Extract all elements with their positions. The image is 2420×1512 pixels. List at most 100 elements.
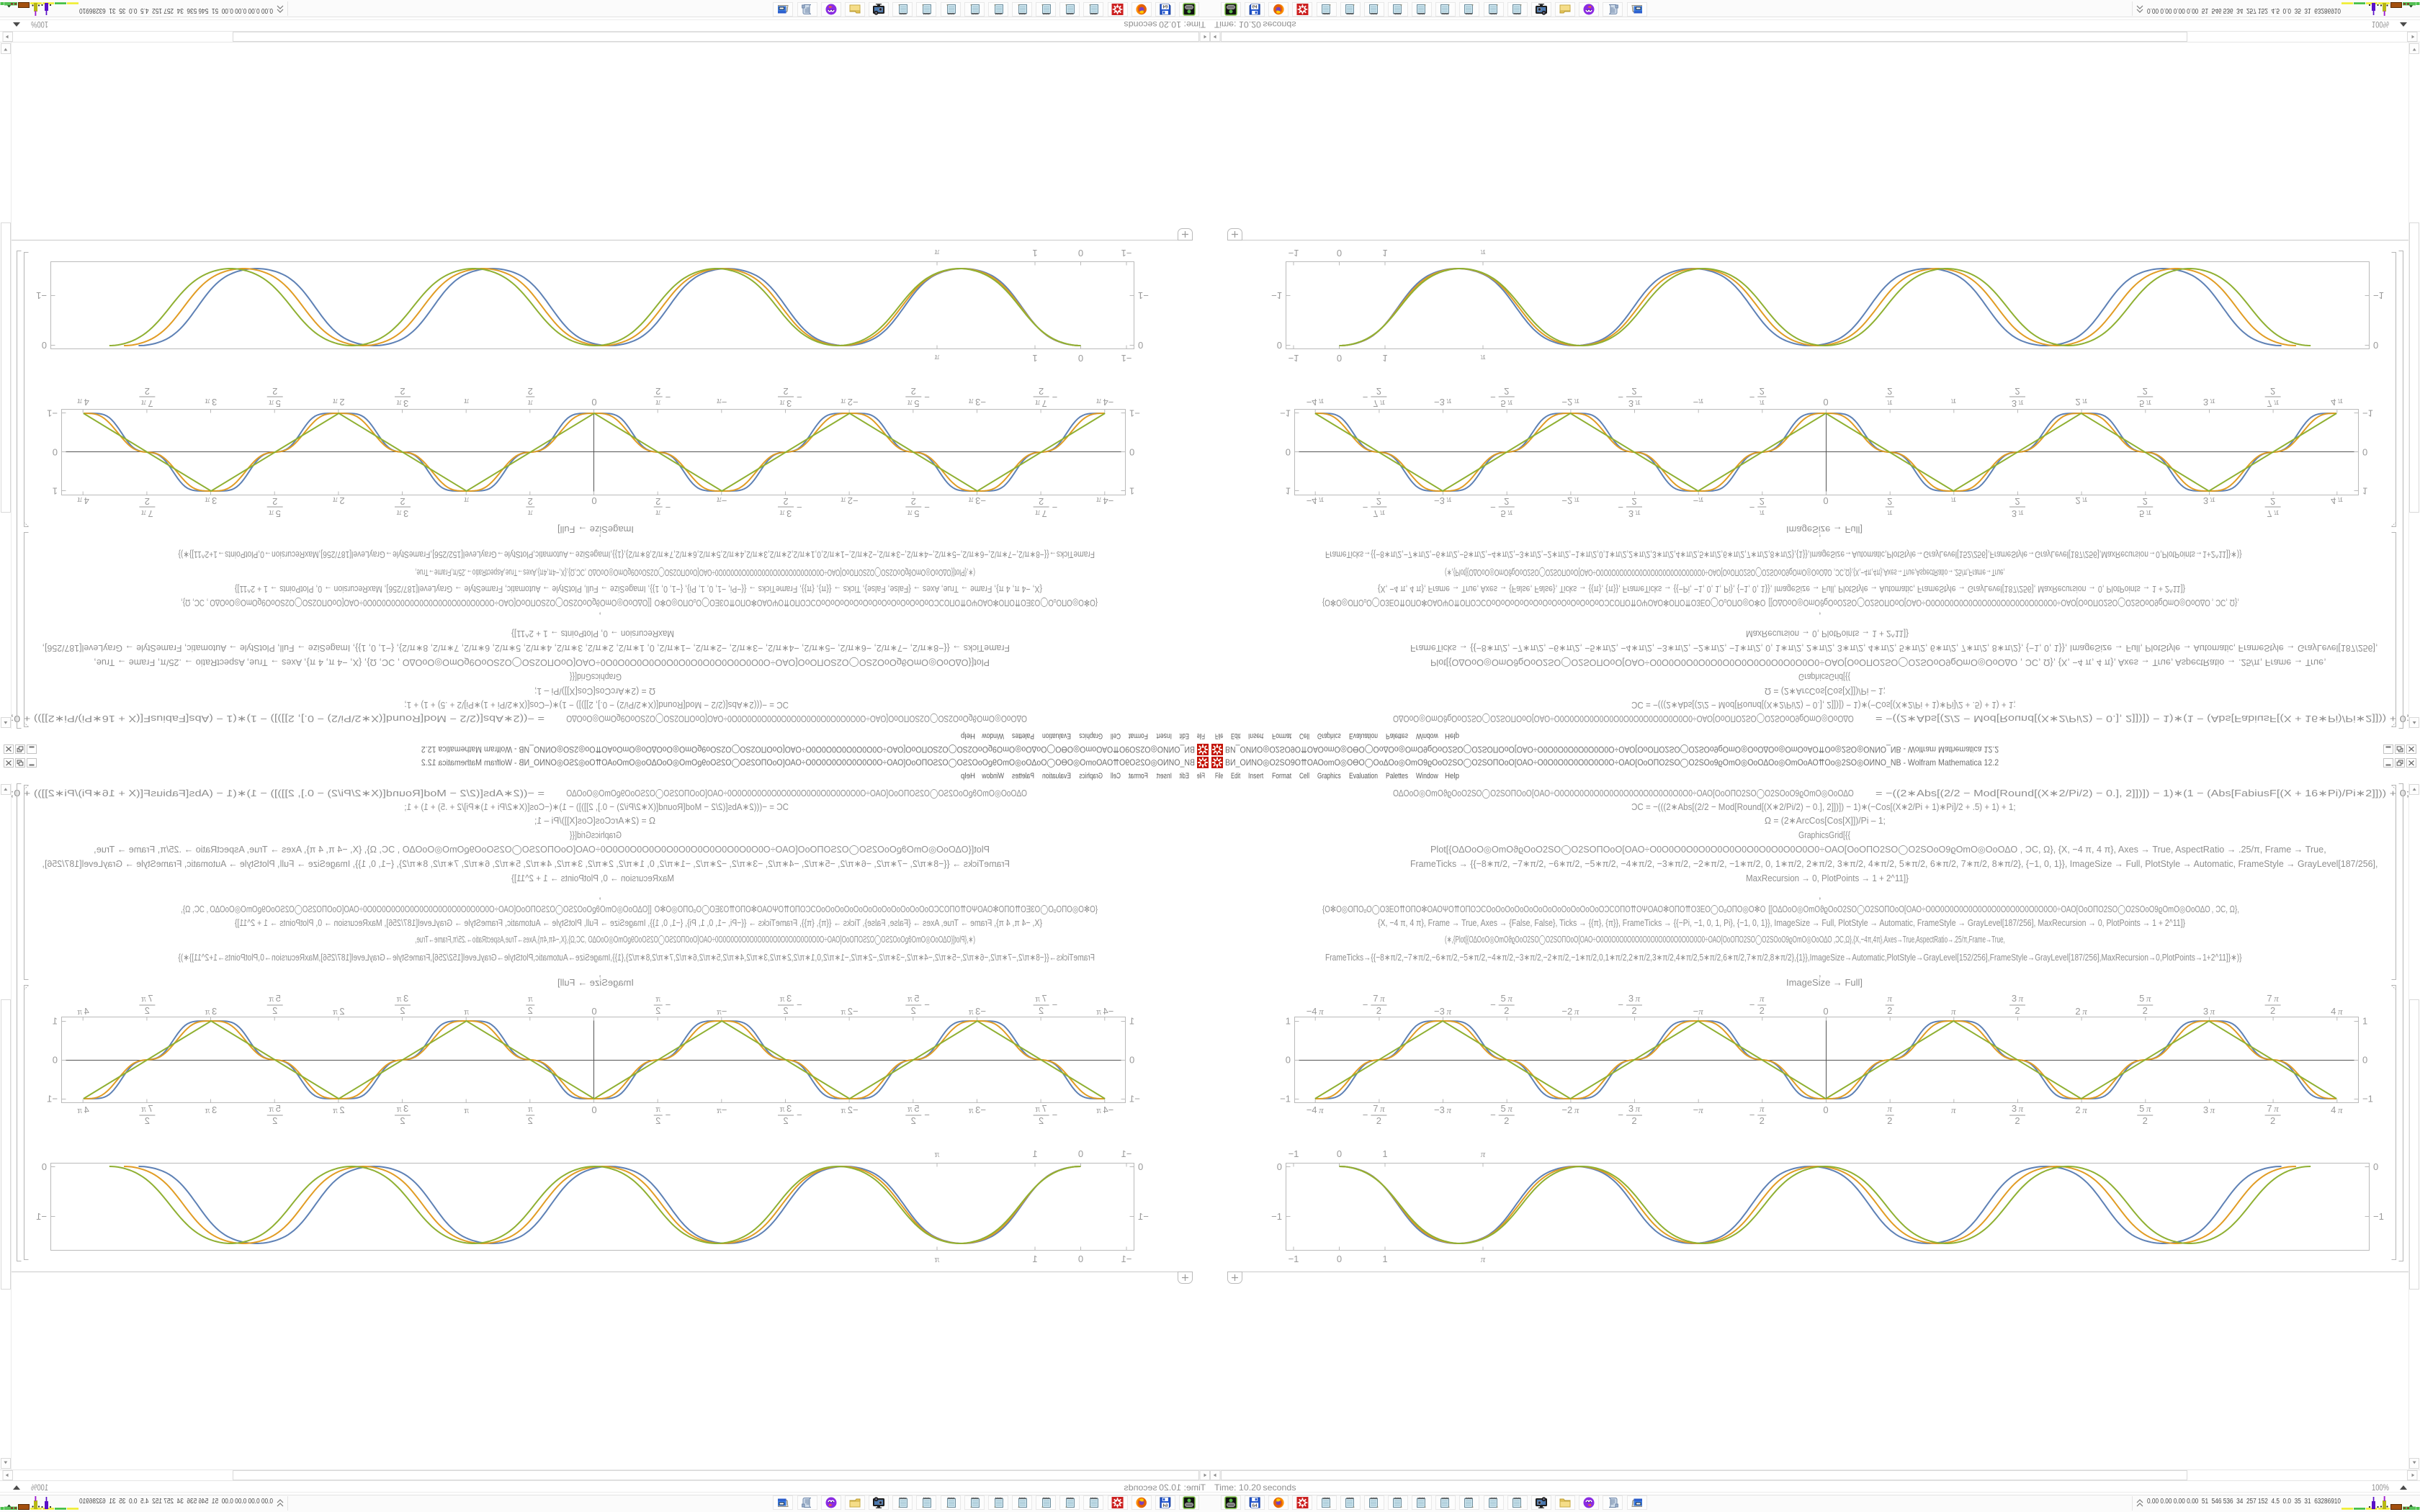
svg-text:3 π: 3 π — [779, 398, 792, 409]
svg-text:2 π: 2 π — [2075, 397, 2087, 408]
svg-text:−: − — [924, 392, 930, 402]
svg-text:1: 1 — [2362, 1016, 2367, 1027]
svg-text:−3 π: −3 π — [1434, 1104, 1451, 1115]
svg-text:π: π — [1481, 353, 1486, 364]
svg-text:2: 2 — [1760, 386, 1765, 397]
svg-text:−: − — [666, 1110, 671, 1120]
svg-text:3 π: 3 π — [396, 398, 408, 409]
svg-text:π: π — [1951, 1104, 1956, 1115]
svg-text:−3 π: −3 π — [1434, 1006, 1451, 1017]
svg-text:4 π: 4 π — [2331, 1006, 2343, 1017]
svg-text:−3 π: −3 π — [969, 1104, 986, 1115]
svg-text:−4 π: −4 π — [1096, 397, 1113, 408]
svg-text:−π: −π — [1693, 1006, 1704, 1017]
svg-text:0: 0 — [1277, 340, 1282, 351]
svg-text:0: 0 — [1286, 1055, 1291, 1066]
svg-text:64: 64 — [1162, 4, 1168, 9]
svg-text:5 π: 5 π — [269, 1103, 281, 1114]
svg-text:−2 π: −2 π — [841, 397, 858, 408]
svg-text:2: 2 — [400, 386, 405, 397]
svg-text:5 π: 5 π — [2139, 508, 2151, 519]
svg-text:3 π: 3 π — [205, 1104, 217, 1115]
svg-text:2: 2 — [1504, 1115, 1509, 1126]
svg-text:2: 2 — [528, 496, 533, 507]
svg-text:1: 1 — [1286, 1016, 1291, 1027]
svg-text:−4 π: −4 π — [1307, 1104, 1324, 1115]
svg-text:2: 2 — [2015, 1005, 2020, 1016]
svg-text:−: − — [1363, 999, 1368, 1010]
svg-text:4 π: 4 π — [2331, 1104, 2343, 1115]
svg-text:−4 π: −4 π — [1307, 397, 1324, 408]
svg-text:1: 1 — [53, 486, 58, 497]
svg-text:3 π: 3 π — [779, 993, 792, 1004]
svg-text:3 π: 3 π — [1628, 1103, 1641, 1114]
svg-text:7 π: 7 π — [141, 993, 153, 1004]
svg-text:1: 1 — [1382, 1254, 1387, 1264]
svg-text:3 π: 3 π — [205, 397, 217, 408]
svg-text:0: 0 — [1823, 495, 1828, 506]
svg-text:0: 0 — [1823, 397, 1828, 408]
svg-text:2: 2 — [2143, 1115, 2148, 1126]
svg-text:7 π: 7 π — [2267, 1103, 2279, 1114]
svg-text:5 π: 5 π — [908, 993, 920, 1004]
svg-text:4 π: 4 π — [2331, 397, 2343, 408]
svg-text:3 π: 3 π — [2203, 495, 2215, 506]
svg-text:5 π: 5 π — [1501, 993, 1513, 1004]
svg-text:5 π: 5 π — [2139, 1103, 2151, 1114]
svg-text:−1: −1 — [1121, 1254, 1132, 1264]
svg-text:1: 1 — [1286, 486, 1291, 497]
svg-text:3 π: 3 π — [2203, 1104, 2215, 1115]
svg-text:π: π — [528, 1103, 533, 1114]
svg-text:1: 1 — [53, 1016, 58, 1027]
svg-text:7 π: 7 π — [141, 508, 153, 519]
svg-text:2: 2 — [783, 496, 788, 507]
svg-text:2: 2 — [911, 496, 916, 507]
svg-text:2: 2 — [1376, 1115, 1381, 1126]
svg-text:2: 2 — [2270, 386, 2275, 397]
svg-text:2: 2 — [528, 1115, 533, 1126]
svg-text:2: 2 — [911, 386, 916, 397]
svg-text:π: π — [1951, 397, 1956, 408]
svg-text:2: 2 — [1631, 1115, 1636, 1126]
svg-text:2: 2 — [1504, 496, 1509, 507]
svg-text:2 π: 2 π — [2075, 495, 2087, 506]
svg-text:0: 0 — [1277, 1161, 1282, 1172]
svg-text:−3 π: −3 π — [969, 495, 986, 506]
svg-text:2: 2 — [1631, 496, 1636, 507]
svg-text:3 π: 3 π — [2203, 397, 2215, 408]
svg-text:−π: −π — [1693, 495, 1704, 506]
svg-text:0: 0 — [1286, 447, 1291, 458]
svg-text:3 π: 3 π — [2012, 398, 2024, 409]
svg-text:7 π: 7 π — [2267, 993, 2279, 1004]
svg-text:−: − — [1618, 502, 1623, 513]
svg-text:5 π: 5 π — [269, 508, 281, 519]
svg-text:3 π: 3 π — [396, 508, 408, 519]
svg-text:−: − — [1618, 1110, 1623, 1120]
svg-text:0: 0 — [1337, 248, 1342, 258]
svg-text:−: − — [797, 999, 802, 1010]
svg-text:π: π — [1951, 1006, 1956, 1017]
svg-text:64: 64 — [1162, 1503, 1168, 1508]
svg-text:−4 π: −4 π — [1096, 1104, 1113, 1115]
svg-text:0: 0 — [1129, 447, 1134, 458]
svg-text:−π: −π — [717, 1104, 727, 1115]
svg-text:2: 2 — [528, 1005, 533, 1016]
svg-text:3 π: 3 π — [2012, 508, 2024, 519]
svg-text:−π: −π — [717, 1006, 727, 1017]
svg-text:2: 2 — [2015, 386, 2020, 397]
svg-text:2: 2 — [911, 1115, 916, 1126]
svg-text:0: 0 — [1078, 1254, 1083, 1264]
svg-text:−1: −1 — [47, 408, 58, 419]
svg-text:2: 2 — [1887, 1115, 1892, 1126]
svg-text:1: 1 — [1382, 1148, 1387, 1159]
svg-text:2 π: 2 π — [333, 1006, 345, 1017]
svg-text:π: π — [1760, 508, 1765, 519]
svg-text:−: − — [1363, 1110, 1368, 1120]
svg-text:0: 0 — [1138, 340, 1143, 351]
svg-text:4 π: 4 π — [2331, 495, 2343, 506]
svg-text:2: 2 — [2270, 1115, 2275, 1126]
svg-text:2: 2 — [1504, 1005, 1509, 1016]
svg-text:4 π: 4 π — [77, 397, 89, 408]
svg-text:7 π: 7 π — [1373, 1103, 1385, 1114]
svg-text:3 π: 3 π — [2203, 1006, 2215, 1017]
